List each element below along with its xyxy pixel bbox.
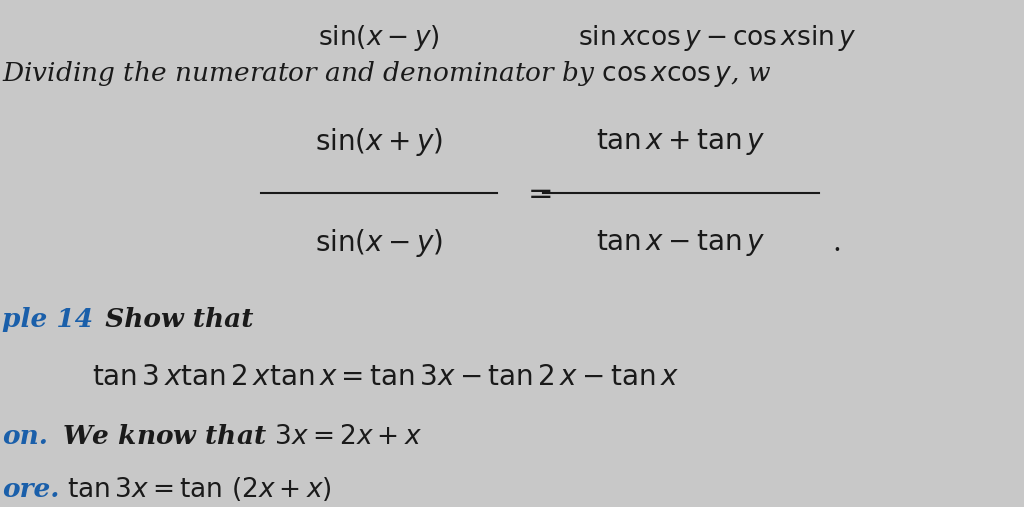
Text: $\tan x-\tan y$: $\tan x-\tan y$ xyxy=(596,228,766,259)
Text: .: . xyxy=(833,230,842,257)
Text: on.: on. xyxy=(2,423,48,449)
Text: $\tan 3x = \tan\,(2x+x)$: $\tan 3x = \tan\,(2x+x)$ xyxy=(67,475,332,503)
Text: $\sin(x-y)$: $\sin(x-y)$ xyxy=(315,227,442,260)
Text: We know that $3x = 2x + x$: We know that $3x = 2x + x$ xyxy=(53,423,422,449)
Text: $\sin x\cos y-\cos x\sin y$: $\sin x\cos y-\cos x\sin y$ xyxy=(578,23,856,53)
Text: $\sin(x+y)$: $\sin(x+y)$ xyxy=(315,126,442,158)
Text: ore.: ore. xyxy=(2,477,59,502)
Text: $\sin(x-y)$: $\sin(x-y)$ xyxy=(318,23,439,53)
Text: ple 14: ple 14 xyxy=(2,307,93,332)
Text: Show that: Show that xyxy=(87,307,253,332)
Text: $=$: $=$ xyxy=(522,177,553,208)
Text: Dividing the numerator and denominator by $\cos x\cos y$, w: Dividing the numerator and denominator b… xyxy=(2,58,771,89)
Text: $\tan 3\,x\tan 2\,x\tan x=\tan 3x-\tan 2\,x-\tan x$: $\tan 3\,x\tan 2\,x\tan x=\tan 3x-\tan 2… xyxy=(92,364,679,391)
Text: $\tan x+\tan y$: $\tan x+\tan y$ xyxy=(596,127,766,157)
